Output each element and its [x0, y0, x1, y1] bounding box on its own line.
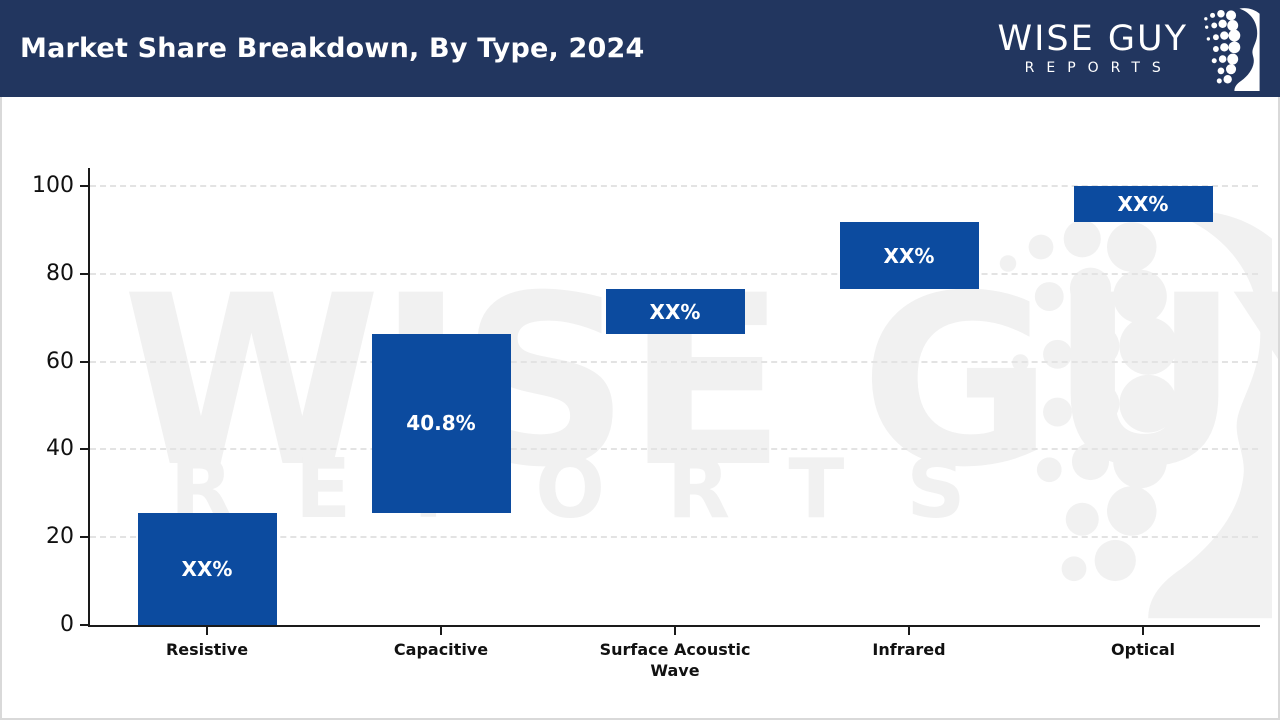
bar-value-label: XX%: [649, 299, 701, 324]
x-axis-label-optical: Optical: [1111, 640, 1175, 659]
bar-capacitive: 40.8%: [371, 333, 511, 514]
y-tick-label-0: 0: [60, 612, 74, 637]
y-tick-label-100: 100: [32, 173, 74, 198]
gridline-60: [90, 360, 1258, 363]
gridline-40: [90, 448, 1258, 451]
header-bar: Market Share Breakdown, By Type, 2024 WI…: [0, 0, 1280, 97]
x-axis-label-capacitive: Capacitive: [393, 640, 489, 659]
y-tick-label-80: 80: [46, 260, 74, 286]
bar-value-label: XX%: [883, 243, 935, 268]
brand-subname: REPORTS: [1024, 60, 1173, 76]
bar-resistive: XX%: [137, 513, 277, 625]
brand-head-icon: [1204, 7, 1260, 91]
watermark-brand-subname: REPORTS: [170, 442, 1028, 537]
gridline-80: [90, 272, 1258, 275]
page-title: Market Share Breakdown, By Type, 2024: [20, 33, 645, 64]
bar-surface-acoustic-wave: XX%: [605, 289, 745, 334]
x-tick-mark-capacitive: [440, 627, 442, 635]
bar-infrared: XX%: [839, 221, 979, 290]
brand-name: WISE GUY: [997, 19, 1188, 59]
x-tick-mark-surface-acoustic-wave: [674, 627, 676, 635]
chart-canvas: WISE GUY REPORTS 0 20 40 60 80 100 XX% Resistiv…: [0, 97, 1280, 720]
y-tick-mark-80: [80, 272, 88, 275]
plot-area: 0 20 40 60 80 100 XX% Resistive 40.8% Capacitive X…: [32, 168, 1260, 680]
y-tick-label-40: 40: [46, 436, 74, 462]
brand-logo-text: WISE GUY REPORTS: [997, 19, 1188, 76]
y-tick-mark-0: [80, 624, 88, 626]
x-axis-label-resistive: Resistive: [165, 640, 249, 659]
brand-logo: WISE GUY REPORTS: [997, 7, 1262, 91]
gridline-100: [90, 185, 1258, 187]
x-axis-label-infrared: Infrared: [872, 640, 946, 659]
watermark-head-graphic: [999, 211, 1272, 619]
bar-value-label: XX%: [181, 557, 233, 582]
bar-value-label: XX%: [1117, 191, 1169, 216]
y-tick-mark-100: [80, 185, 88, 187]
y-tick-label-60: 60: [46, 348, 74, 374]
gridline-20: [90, 536, 1258, 539]
y-tick-mark-20: [80, 536, 88, 539]
x-tick-mark-resistive: [206, 627, 208, 635]
x-tick-mark-optical: [1142, 627, 1144, 635]
y-tick-label-20: 20: [46, 524, 74, 550]
x-axis-label-surface-acoustic-wave: Surface Acoustic Wave: [599, 640, 751, 680]
x-tick-mark-infrared: [908, 627, 910, 635]
bar-value-label: 40.8%: [406, 411, 476, 436]
y-tick-mark-60: [80, 360, 88, 363]
y-tick-mark-40: [80, 448, 88, 451]
bar-optical: XX%: [1073, 186, 1213, 222]
